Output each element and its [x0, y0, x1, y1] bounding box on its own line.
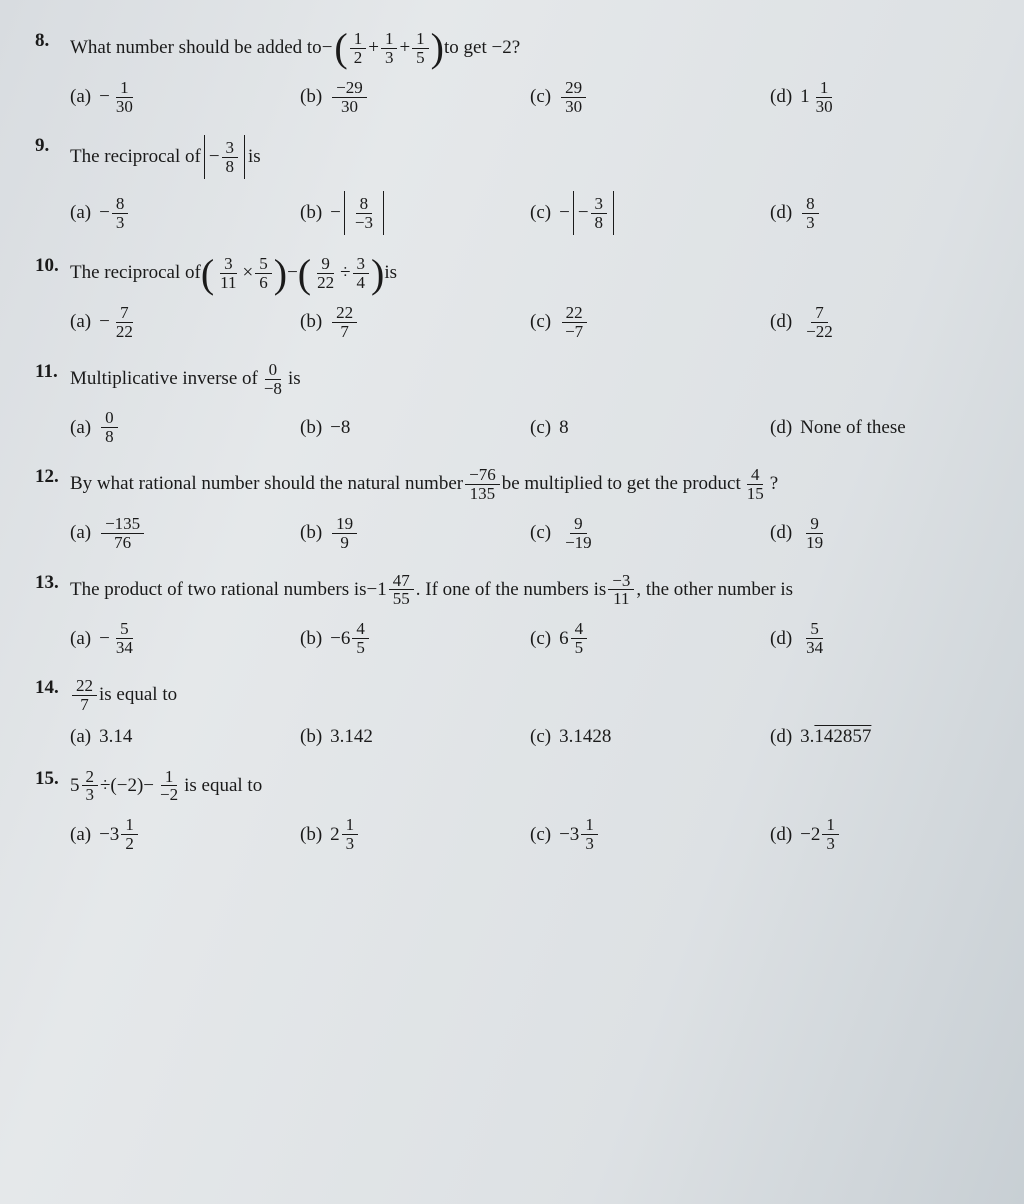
q9-after: is [248, 143, 261, 172]
q10-expr: ( 311 × 56 ) − ( 922 ÷ 34 ) [201, 255, 385, 292]
question-9: 9. The reciprocal of − 38 is (a)−83 (b)−… [40, 135, 984, 235]
question-13: 13. The product of two rational numbers … [40, 572, 984, 657]
q9-opt-a: (a)−83 [70, 195, 300, 232]
q11-after: is [288, 365, 301, 394]
qnum-8: 8. [35, 30, 49, 52]
q8-opt-d: (d)1130 [770, 79, 970, 116]
q11-opt-c: (c)8 [530, 417, 770, 439]
qnum-15: 15. [35, 768, 59, 790]
q9-abs: − 38 [204, 135, 245, 179]
q13-opt-d: (d)534 [770, 620, 970, 657]
q14-opt-d: (d)3.142857 [770, 726, 970, 748]
q11-opt-b: (b)−8 [300, 417, 530, 439]
q12-mid: be multiplied to get the product [502, 470, 741, 499]
q12-options: (a)−13576 (b)199 (c)9−19 (d)919 [70, 515, 984, 552]
q15-opt-a: (a)−312 [70, 816, 300, 853]
q15-opt-b: (b)213 [300, 816, 530, 853]
q10-opt-b: (b)227 [300, 304, 530, 341]
qtext-9: The reciprocal of − 38 is [70, 135, 984, 179]
q11-options: (a)08 (b)−8 (c)8 (d)None of these [70, 409, 984, 446]
q11-opt-a: (a)08 [70, 409, 300, 446]
question-12: 12. By what rational number should the n… [40, 466, 984, 551]
qtext-13: The product of two rational numbers is −… [70, 572, 984, 609]
q12-opt-b: (b)199 [300, 515, 530, 552]
q8-expr: − ( 12 + 13 + 15 ) [322, 30, 444, 67]
question-11: 11. Multiplicative inverse of 0−8 is (a)… [40, 361, 984, 446]
q8-opt-a: (a)−130 [70, 79, 300, 116]
q12-before: By what rational number should the natur… [70, 470, 463, 499]
q9-options: (a)−83 (b)−8−3 (c)−−38 (d)83 [70, 191, 984, 235]
question-14: 14. 227 is equal to (a)3.14 (b)3.142 (c)… [40, 677, 984, 748]
qnum-14: 14. [35, 677, 59, 699]
q12-opt-d: (d)919 [770, 515, 970, 552]
qtext-10: The reciprocal of ( 311 × 56 ) − ( 922 ÷… [70, 255, 984, 292]
q12-opt-a: (a)−13576 [70, 515, 300, 552]
qtext-8: What number should be added to − ( 12 + … [70, 30, 984, 67]
q13-options: (a)−534 (b)−645 (c)645 (d)534 [70, 620, 984, 657]
q10-opt-c: (c)22−7 [530, 304, 770, 341]
q9-before: The reciprocal of [70, 143, 201, 172]
q10-after: is [384, 259, 397, 288]
q9-opt-d: (d)83 [770, 195, 970, 232]
qnum-12: 12. [35, 466, 59, 488]
q14-after: is equal to [99, 681, 177, 710]
q14-opt-a: (a)3.14 [70, 726, 300, 748]
q10-opt-d: (d)7−22 [770, 304, 970, 341]
question-15: 15. 5 23 ÷(−2)− 1−2 is equal to (a)−312 … [40, 768, 984, 853]
q13-mid: . If one of the numbers is [416, 576, 606, 605]
qtext-15: 5 23 ÷(−2)− 1−2 is equal to [70, 768, 984, 805]
qtext-14: 227 is equal to [70, 677, 984, 714]
q8-options: (a)−130 (b)−2930 (c)2930 (d)1130 [70, 79, 984, 116]
qtext-11: Multiplicative inverse of 0−8 is [70, 361, 984, 398]
qnum-13: 13. [35, 572, 59, 594]
q15-options: (a)−312 (b)213 (c)−313 (d)−213 [70, 816, 984, 853]
q8-after: to get −2? [444, 34, 520, 63]
q13-opt-a: (a)−534 [70, 620, 300, 657]
q9-opt-c: (c)−−38 [530, 191, 770, 235]
qnum-10: 10. [35, 255, 59, 277]
q8-opt-b: (b)−2930 [300, 79, 530, 116]
q10-options: (a)−722 (b)227 (c)22−7 (d)7−22 [70, 304, 984, 341]
question-8: 8. What number should be added to − ( 12… [40, 30, 984, 115]
q12-opt-c: (c)9−19 [530, 515, 770, 552]
qnum-9: 9. [35, 135, 49, 157]
q12-after: ? [770, 470, 778, 499]
q14-options: (a)3.14 (b)3.142 (c)3.1428 (d)3.142857 [70, 726, 984, 748]
qtext-12: By what rational number should the natur… [70, 466, 984, 503]
q10-before: The reciprocal of [70, 259, 201, 288]
question-10: 10. The reciprocal of ( 311 × 56 ) − ( 9… [40, 255, 984, 340]
q9-opt-b: (b)−8−3 [300, 191, 530, 235]
page: 8. What number should be added to − ( 12… [0, 0, 1024, 1204]
q8-before: What number should be added to [70, 34, 322, 63]
q15-after: is equal to [184, 772, 262, 801]
q14-opt-c: (c)3.1428 [530, 726, 770, 748]
q10-opt-a: (a)−722 [70, 304, 300, 341]
q15-opt-d: (d)−213 [770, 816, 970, 853]
q14-opt-b: (b)3.142 [300, 726, 530, 748]
q13-opt-b: (b)−645 [300, 620, 530, 657]
qnum-11: 11. [35, 361, 58, 383]
q13-after: , the other number is [636, 576, 793, 605]
q15-opt-c: (c)−313 [530, 816, 770, 853]
q8-opt-c: (c)2930 [530, 79, 770, 116]
q11-before: Multiplicative inverse of [70, 365, 258, 394]
q13-opt-c: (c)645 [530, 620, 770, 657]
q13-before: The product of two rational numbers is [70, 576, 367, 605]
q11-opt-d: (d)None of these [770, 417, 970, 439]
